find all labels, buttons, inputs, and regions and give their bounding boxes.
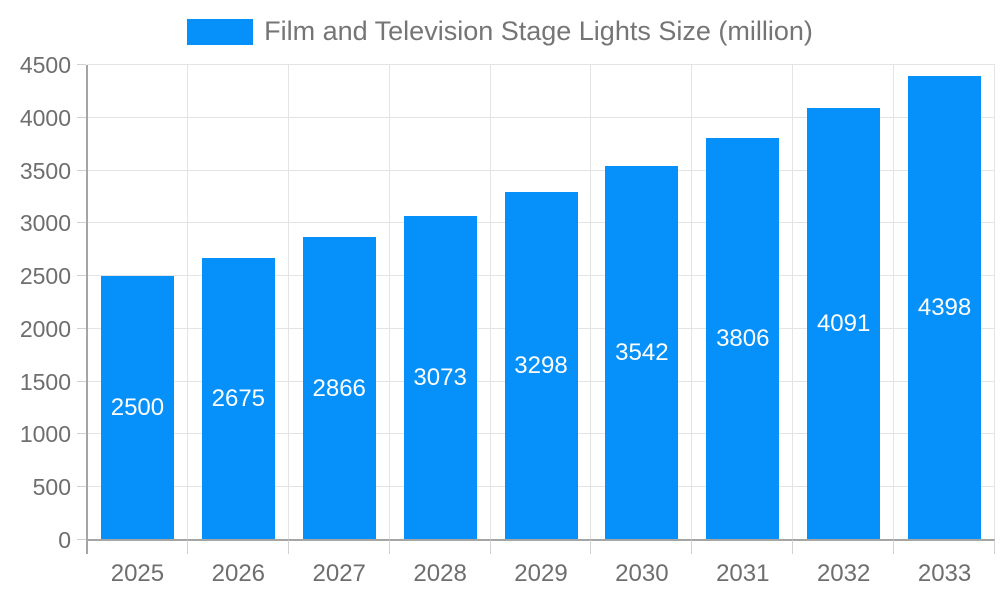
x-axis-tick [792,540,793,554]
y-axis-tick [77,170,86,171]
x-axis-tick [691,540,692,554]
y-axis-label: 4500 [19,52,71,78]
y-axis-tick [77,328,86,329]
y-axis-label: 500 [32,474,71,501]
gridline-vertical [994,65,995,540]
y-axis-label: 1000 [19,421,71,448]
y-axis-label: 3000 [19,210,71,237]
gridline-vertical [893,65,894,540]
legend-swatch-icon [187,18,254,45]
gridline-vertical [187,65,188,540]
bar-value-label: 2675 [211,384,266,412]
bar-value-label: 2866 [312,374,366,402]
plot-area: 2500 2675 2866 3073 3298 3542 3806 4091 4398 0 500… [20,52,995,587]
x-axis-tick [590,540,591,554]
bar-2029 [504,191,578,540]
gridline-vertical [389,65,390,540]
bar-value-label: 3073 [413,363,467,391]
bar-2025 [100,276,174,540]
x-axis-label: 2025 [110,560,165,587]
gridline-vertical [288,65,289,540]
x-axis-tick [86,540,88,554]
legend-label: Film and Television Stage Lights Size (m… [264,16,813,46]
bar-value-label: 3298 [514,351,568,379]
x-axis-line [86,539,995,541]
gridline-vertical [792,65,793,540]
y-axis-label: 1500 [19,368,71,395]
y-axis-tick [77,381,86,382]
y-axis-label: 2500 [19,263,71,290]
y-axis-tick [77,222,86,223]
bar-2026 [201,257,275,540]
y-axis-label: 3500 [19,157,71,184]
y-axis-tick [77,64,86,65]
x-axis-tick [187,540,188,554]
x-axis-label: 2029 [514,560,568,587]
x-axis-label: 2032 [816,560,871,587]
y-axis-tick [77,275,86,276]
gridline-horizontal [87,170,995,171]
gridline-horizontal [87,64,995,65]
gridline-vertical [590,65,591,540]
gridline-vertical [490,65,491,540]
y-axis-label: 2000 [19,315,71,342]
bar-value-label: 3806 [716,325,770,353]
bar-2030 [605,166,679,540]
bar-value-label: 4398 [917,293,972,321]
bar-value-label: 2500 [110,394,165,422]
gridline-vertical [691,65,692,540]
gridline-horizontal [87,117,995,118]
y-axis-tick [77,539,86,540]
x-axis-label: 2033 [917,560,972,587]
bar-2031 [706,138,780,540]
x-axis-tick [994,540,995,554]
bar-2032 [807,108,881,540]
x-axis-tick [893,540,894,554]
x-axis-tick [389,540,390,554]
bar-2033 [908,75,982,540]
bar-2028 [403,215,477,540]
y-axis-tick [77,433,86,434]
bar-value-label: 4091 [816,310,871,338]
y-axis-tick [77,117,86,118]
x-axis-tick [288,540,289,554]
x-axis-label: 2031 [716,560,770,587]
y-axis-label: 0 [58,527,71,553]
x-axis-tick [490,540,491,554]
x-axis-label: 2026 [211,560,266,587]
y-axis-label: 4000 [19,104,71,131]
x-axis-label: 2028 [413,560,467,587]
x-axis-label: 2027 [312,560,366,587]
x-axis-label: 2030 [615,560,669,587]
y-axis-line [86,65,88,540]
bar-value-label: 3542 [615,339,669,367]
y-axis-tick [77,486,86,487]
legend[interactable]: Film and Television Stage Lights Size (m… [0,18,1000,45]
bar-2027 [302,237,376,540]
